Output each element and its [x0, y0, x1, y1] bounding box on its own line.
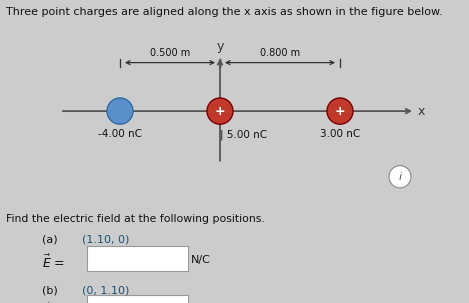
- Text: $\vec{E}$ =: $\vec{E}$ =: [42, 254, 65, 271]
- Text: +: +: [335, 105, 345, 118]
- Text: x: x: [418, 105, 425, 118]
- Text: (0, 1.10): (0, 1.10): [82, 285, 129, 295]
- Circle shape: [207, 98, 233, 124]
- Text: N/C: N/C: [191, 302, 211, 303]
- Circle shape: [327, 98, 353, 124]
- Text: N/C: N/C: [191, 255, 211, 265]
- Text: i: i: [399, 172, 401, 182]
- Text: 0.500 m: 0.500 m: [150, 48, 190, 58]
- Text: | 5.00 nC: | 5.00 nC: [220, 129, 267, 140]
- Text: (1.10, 0): (1.10, 0): [82, 235, 129, 245]
- Text: Three point charges are aligned along the x axis as shown in the figure below.: Three point charges are aligned along th…: [6, 7, 443, 17]
- Text: y: y: [216, 39, 224, 52]
- Text: (a): (a): [42, 235, 58, 245]
- Circle shape: [107, 98, 133, 124]
- Text: -4.00 nC: -4.00 nC: [98, 129, 142, 139]
- Text: +: +: [215, 105, 225, 118]
- Text: 0.800 m: 0.800 m: [260, 48, 300, 58]
- Text: (b): (b): [42, 285, 58, 295]
- Text: Find the electric field at the following positions.: Find the electric field at the following…: [6, 214, 265, 224]
- Circle shape: [389, 166, 411, 188]
- Text: 3.00 nC: 3.00 nC: [320, 129, 360, 139]
